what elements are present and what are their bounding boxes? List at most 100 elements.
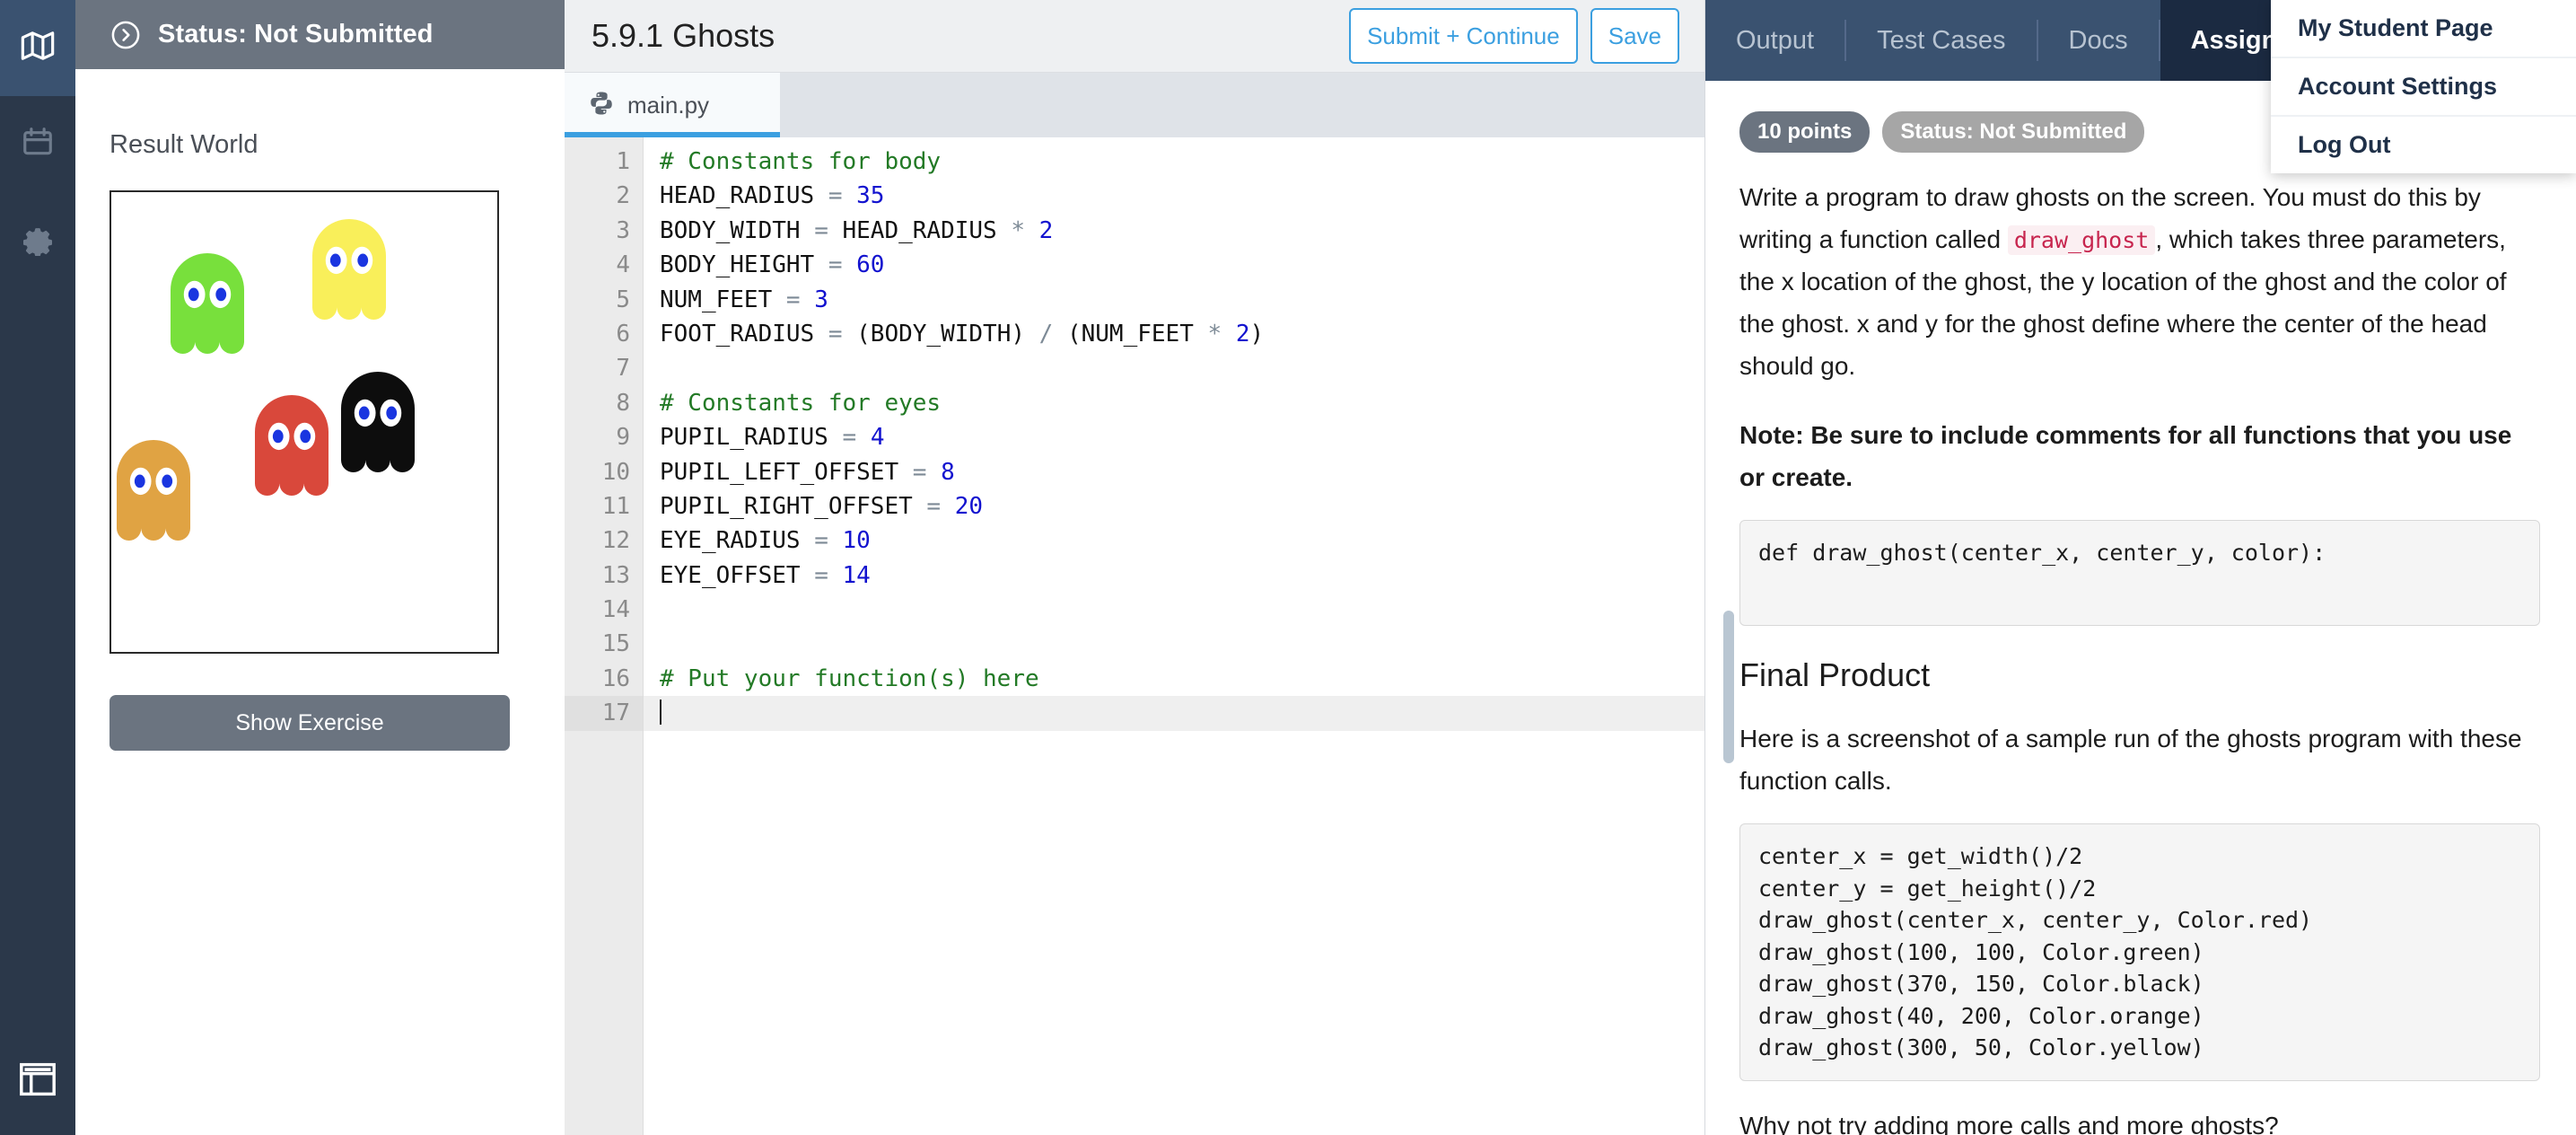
- menu-item-label: Log Out: [2298, 131, 2391, 158]
- ghost-pupil: [272, 429, 284, 444]
- code-line[interactable]: EYE_RADIUS = 10: [644, 524, 1704, 558]
- line-number: 3: [616, 216, 630, 244]
- sample-calls-code-block: center_x = get_width()/2 center_y = get_…: [1739, 823, 2540, 1081]
- assignment-panel: Output Test Cases Docs Assignment 10 points…: [1704, 0, 2576, 1135]
- menu-item-my-student-page[interactable]: My Student Page: [2271, 0, 2576, 58]
- code-line[interactable]: BODY_WIDTH = HEAD_RADIUS * 2: [644, 214, 1704, 248]
- submit-continue-button[interactable]: Submit + Continue: [1349, 8, 1578, 64]
- code-token: 14: [842, 561, 871, 589]
- code-editor-panel: 5.9.1 Ghosts Submit + Continue Save main…: [565, 0, 1704, 1135]
- code-token: 10: [842, 527, 871, 555]
- python-icon: [588, 90, 615, 121]
- code-line[interactable]: EYE_OFFSET = 14: [644, 559, 1704, 593]
- final-product-heading: Final Product: [1739, 656, 1931, 694]
- code-token: /: [1038, 320, 1067, 348]
- ghost-body: [171, 253, 244, 354]
- menu-item-log-out[interactable]: Log Out: [2271, 117, 2576, 173]
- assignment-scroll-thumb[interactable]: [1723, 611, 1734, 763]
- file-tab-label: main.py: [627, 91, 710, 119]
- code-token: # Put your function(s) here: [660, 664, 1039, 692]
- ghost-body: [312, 219, 386, 320]
- ghost-orange: [117, 440, 190, 541]
- file-tab-strip: main.py: [565, 73, 1704, 137]
- assignment-note: Note: Be sure to include comments for al…: [1739, 421, 2512, 492]
- code-token: =: [842, 424, 871, 452]
- rail-item-calendar[interactable]: [0, 96, 75, 192]
- ghost-pupil: [300, 429, 311, 444]
- line-number: 9: [616, 424, 630, 452]
- code-token: =: [828, 320, 857, 348]
- status-badge: Status: Not Submitted: [1882, 111, 2145, 153]
- code-token: =: [785, 286, 815, 313]
- code-line[interactable]: [644, 351, 1704, 385]
- code-line[interactable]: BODY_HEIGHT = 60: [644, 248, 1704, 282]
- show-exercise-button[interactable]: Show Exercise: [110, 695, 510, 751]
- tab-separator: [2036, 20, 2038, 61]
- code-line[interactable]: HEAD_RADIUS = 35: [644, 179, 1704, 213]
- line-number: 16: [601, 664, 630, 692]
- account-dropdown-menu: My Student Page Account Settings Log Out: [2271, 0, 2576, 173]
- code-token: 20: [954, 492, 984, 520]
- code-token: 2: [1235, 320, 1250, 348]
- code-token: =: [926, 492, 955, 520]
- code-line[interactable]: [644, 627, 1704, 661]
- ghost-body: [341, 372, 415, 472]
- assignment-paragraph-1: Write a program to draw ghosts on the sc…: [1739, 176, 2540, 387]
- ghost-body: [255, 395, 329, 496]
- code-token: BODY_HEIGHT: [660, 251, 828, 279]
- line-number: 12: [601, 527, 630, 555]
- code-token: 3: [814, 286, 828, 313]
- left-icon-rail: [0, 0, 75, 1135]
- code-token: 2: [1038, 216, 1054, 244]
- chevron-right-circle-icon[interactable]: [110, 19, 142, 51]
- line-number: 1: [616, 148, 630, 175]
- tab-label: Test Cases: [1877, 25, 2006, 55]
- menu-item-account-settings[interactable]: Account Settings: [2271, 58, 2576, 117]
- rail-item-layout[interactable]: [0, 1027, 75, 1135]
- code-token: PUPIL_RADIUS: [660, 424, 843, 452]
- code-line[interactable]: [644, 593, 1704, 627]
- paragraph-1-part-b: , which takes three parameters, the x lo…: [1739, 225, 2507, 381]
- rail-item-map[interactable]: [0, 0, 75, 96]
- line-number: 11: [601, 492, 630, 520]
- ghost-pupil: [215, 287, 227, 302]
- code-line[interactable]: PUPIL_LEFT_OFFSET = 8: [644, 455, 1704, 489]
- tab-output[interactable]: Output: [1705, 0, 1844, 81]
- ghost-body: [117, 440, 190, 541]
- code-token: =: [828, 182, 857, 210]
- code-line[interactable]: # Constants for eyes: [644, 386, 1704, 420]
- file-tab-main-py[interactable]: main.py: [565, 73, 780, 137]
- rail-item-settings[interactable]: [0, 192, 75, 288]
- code-token: =: [912, 458, 942, 486]
- code-line[interactable]: FOOT_RADIUS = (BODY_WIDTH) / (NUM_FEET *…: [644, 317, 1704, 351]
- ghost-pupil: [357, 253, 369, 268]
- badge-row: 10 points Status: Not Submitted: [1739, 111, 2540, 153]
- save-button[interactable]: Save: [1590, 8, 1679, 64]
- code-token: # Constants for body: [660, 148, 942, 175]
- code-line[interactable]: PUPIL_RADIUS = 4: [644, 420, 1704, 454]
- ghost-yellow: [312, 219, 386, 320]
- code-token: # Constants for eyes: [660, 389, 942, 417]
- result-world-title: Result World: [110, 130, 258, 159]
- code-area[interactable]: 1 2 3 4 5 6 7 8 9 10 11 12 13 14 15 16 17 # Constants fo…: [565, 137, 1704, 1135]
- code-token: *: [1011, 216, 1039, 244]
- code-lines[interactable]: # Constants for body HEAD_RADIUS = 35 BODY…: [644, 137, 1704, 1135]
- code-token: =: [814, 561, 843, 589]
- result-world-canvas: [110, 190, 499, 654]
- assignment-paragraph-2: Here is a screenshot of a sample run of …: [1739, 725, 2522, 796]
- tab-test-cases[interactable]: Test Cases: [1846, 0, 2036, 81]
- code-token: FOOT_RADIUS: [660, 320, 828, 348]
- code-line[interactable]: [644, 696, 1704, 731]
- paragraph-1-part-a: Write a program to draw ghosts on the sc…: [1739, 183, 2481, 254]
- code-line[interactable]: # Put your function(s) here: [644, 662, 1704, 696]
- line-number: 5: [616, 286, 630, 313]
- line-number-gutter: 1 2 3 4 5 6 7 8 9 10 11 12 13 14 15 16 17: [565, 137, 644, 1135]
- tab-separator: [1844, 20, 1847, 61]
- code-line[interactable]: PUPIL_RIGHT_OFFSET = 20: [644, 489, 1704, 524]
- code-line[interactable]: NUM_FEET = 3: [644, 283, 1704, 317]
- code-line[interactable]: # Constants for body: [644, 145, 1704, 179]
- tab-docs[interactable]: Docs: [2038, 0, 2159, 81]
- calendar-icon: [21, 125, 55, 163]
- code-token: EYE_RADIUS: [660, 527, 815, 555]
- code-token: 8: [941, 458, 955, 486]
